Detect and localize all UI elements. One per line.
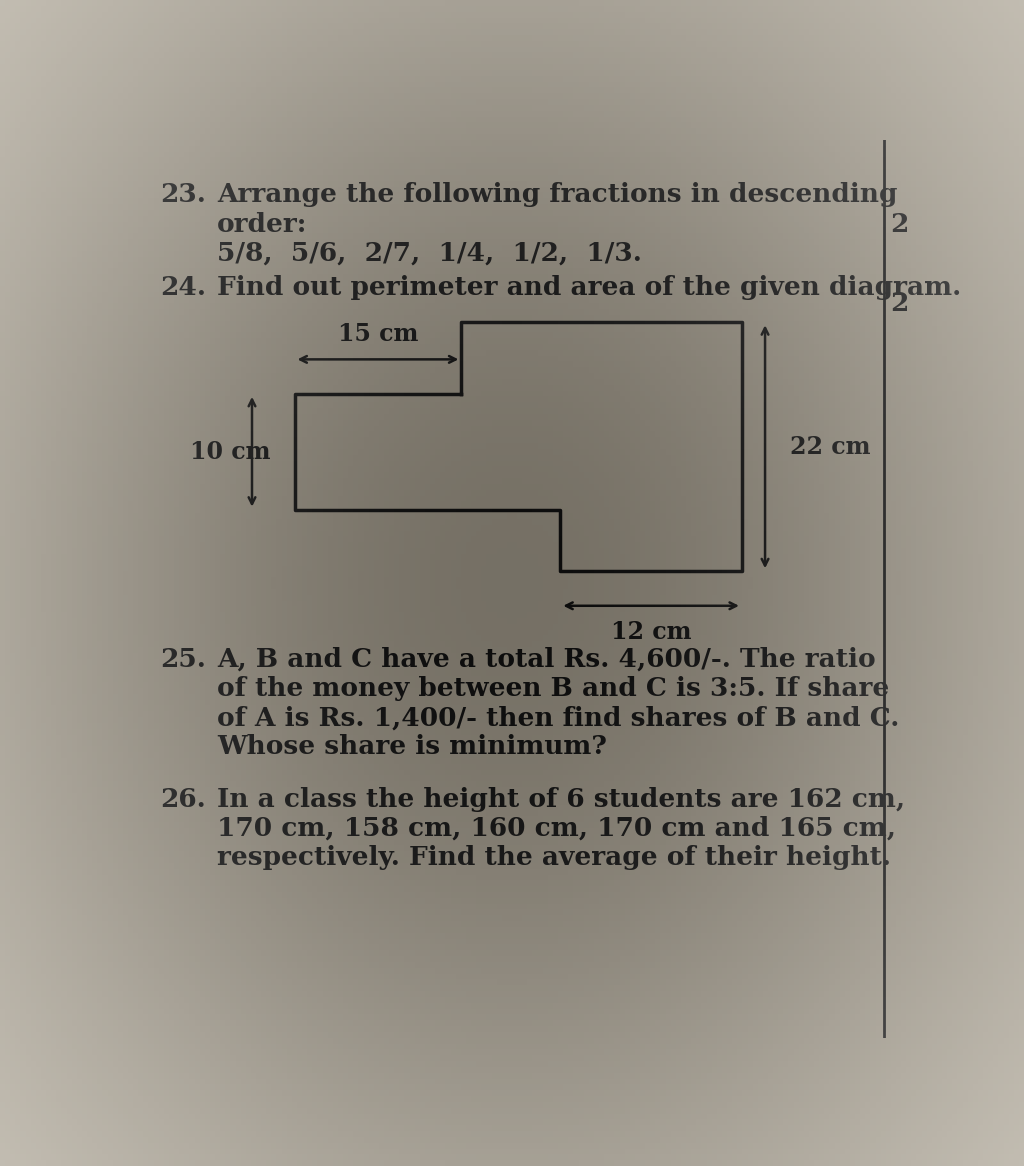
Text: In a class the height of 6 students are 162 cm,: In a class the height of 6 students are … (217, 787, 905, 812)
Text: of the money between B and C is 3:5. If share: of the money between B and C is 3:5. If … (217, 676, 890, 701)
Text: of A is Rs. 1,400/- then find shares of B and C.: of A is Rs. 1,400/- then find shares of … (217, 705, 899, 730)
Text: Find out perimeter and area of the given diagram.: Find out perimeter and area of the given… (217, 275, 962, 301)
Text: respectively. Find the average of their height.: respectively. Find the average of their … (217, 845, 891, 870)
Text: Whose share is minimum?: Whose share is minimum? (217, 735, 607, 759)
Text: 10 cm: 10 cm (190, 440, 270, 464)
Text: 22 cm: 22 cm (790, 435, 870, 458)
Text: 25.: 25. (161, 647, 207, 672)
Text: 24.: 24. (161, 275, 207, 301)
Text: 2: 2 (890, 211, 908, 237)
Text: order:: order: (217, 211, 307, 237)
Text: 15 cm: 15 cm (338, 322, 418, 345)
Text: 5/8,  5/6,  2/7,  1/4,  1/2,  1/3.: 5/8, 5/6, 2/7, 1/4, 1/2, 1/3. (217, 241, 642, 266)
Text: 26.: 26. (161, 787, 206, 812)
Text: Arrange the following fractions in descending: Arrange the following fractions in desce… (217, 182, 898, 208)
Text: 2: 2 (890, 290, 908, 316)
Text: 23.: 23. (161, 182, 207, 208)
Text: 170 cm, 158 cm, 160 cm, 170 cm and 165 cm,: 170 cm, 158 cm, 160 cm, 170 cm and 165 c… (217, 816, 896, 841)
Text: 12 cm: 12 cm (611, 619, 691, 644)
Text: A, B and C have a total Rs. 4,600/-. The ratio: A, B and C have a total Rs. 4,600/-. The… (217, 647, 876, 672)
